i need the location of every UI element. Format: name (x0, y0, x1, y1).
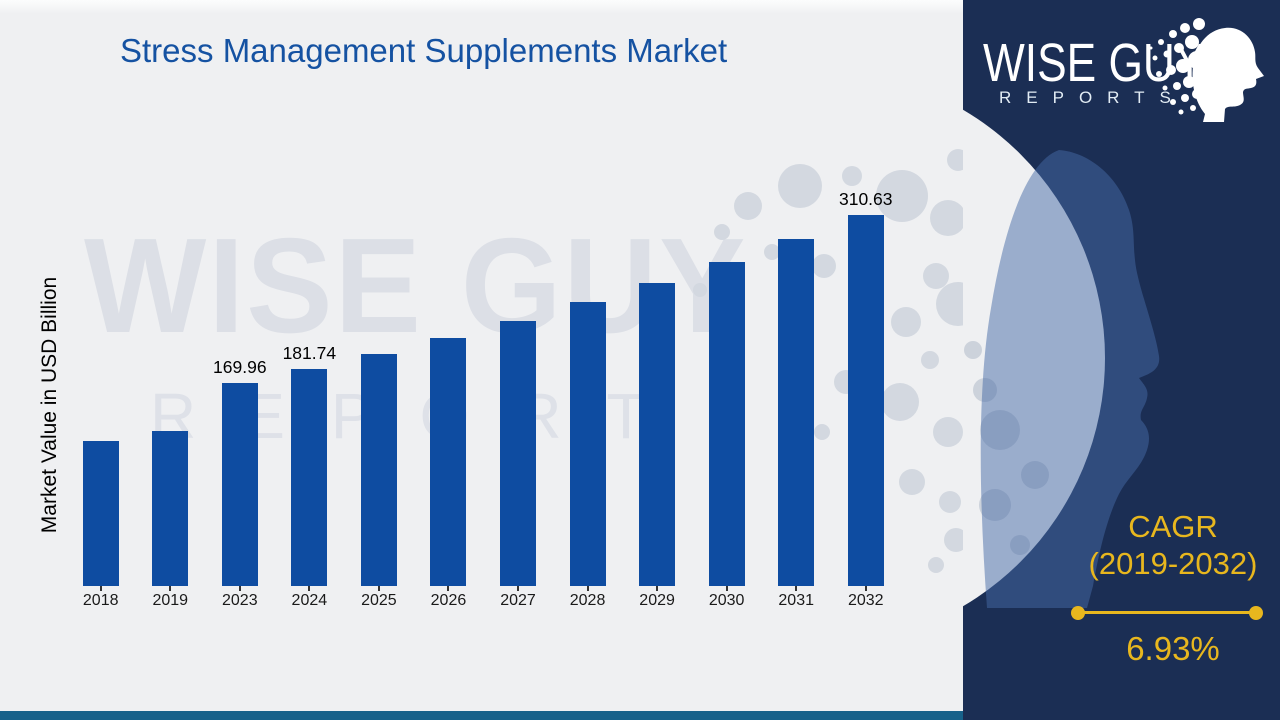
cagr-value: 6.93% (1126, 630, 1220, 667)
x-tick-label: 2018 (82, 592, 119, 609)
bubble-dot (778, 164, 822, 208)
bubble-dot (693, 283, 707, 297)
brand-panel: WISE GUY REPORTS CAGR (2019-2032) 6.93% (963, 0, 1280, 720)
y-axis-label: Market Value in USD Billion (38, 276, 61, 534)
bubble-dot (947, 149, 963, 171)
bar-2024 (291, 369, 328, 586)
x-axis-tick (99, 586, 102, 591)
logo-reports-label: REPORTS (999, 88, 1186, 107)
bubble-dot (939, 491, 961, 513)
cagr-line-right-dot (1249, 606, 1263, 620)
chart-title: Stress Management Supplements Market (120, 32, 728, 69)
x-tick-label: 2023 (222, 592, 258, 609)
bar-2030 (708, 262, 745, 586)
bubble-dot (881, 383, 919, 421)
bar-value-label: 169.96 (213, 357, 267, 377)
teal-accent-strip (0, 711, 963, 720)
x-axis-tick (447, 586, 450, 591)
x-tick-label: 2019 (152, 592, 189, 609)
bubble-dot (923, 263, 949, 289)
bubble-dot (842, 166, 862, 186)
x-axis-tick (586, 586, 589, 591)
bar-2018 (82, 441, 119, 586)
watermark-wordmark: WISE GUY (84, 210, 748, 361)
x-tick-label: 2029 (639, 592, 675, 609)
bar-2023 (221, 383, 258, 586)
x-tick-label: 2024 (291, 592, 328, 609)
bubble-dot (812, 254, 836, 278)
bubble-dot (944, 528, 963, 552)
bar-2027 (500, 321, 536, 586)
bar-value-label: 181.74 (282, 343, 337, 363)
x-axis-tick (517, 586, 519, 591)
bubble-dot (876, 170, 928, 222)
x-axis-tick (656, 586, 659, 591)
bar-2028 (569, 302, 606, 586)
bar-value-label: 310.63 (838, 189, 893, 209)
bar-2026 (430, 338, 467, 586)
bubble-dot (764, 244, 780, 260)
x-tick-label: 2031 (778, 592, 814, 609)
x-axis-tick (169, 586, 172, 591)
cagr-block: CAGR (2019-2032) (1063, 508, 1280, 582)
x-axis-tick (864, 586, 867, 591)
x-tick-label: 2030 (708, 592, 745, 609)
cagr-label: CAGR (1128, 509, 1218, 544)
x-tick-label: 2025 (361, 592, 397, 609)
bubble-dot (930, 200, 963, 236)
logo-wordmark: WISE GUY (983, 33, 1205, 93)
x-axis-tick (238, 586, 241, 591)
bubble-dot (933, 417, 963, 447)
bubble-dot (921, 351, 939, 369)
x-tick-label: 2028 (569, 592, 606, 609)
bubble-dot (891, 307, 921, 337)
x-tick-label: 2032 (847, 592, 884, 609)
bar-2019 (152, 431, 189, 586)
bubble-dot (734, 192, 762, 220)
logo-face-profile-icon (1149, 18, 1264, 122)
bubble-dot (814, 424, 830, 440)
bubble-dot (899, 469, 925, 495)
bar-2032 (847, 215, 884, 586)
bubble-dot (714, 224, 730, 240)
cagr-divider-line (1078, 611, 1256, 614)
x-axis-tick (725, 586, 728, 591)
x-axis-tick (377, 586, 380, 591)
x-tick-label: 2026 (430, 592, 467, 609)
x-tick-label: 2027 (500, 592, 536, 609)
face-silhouette-watermark (980, 150, 1160, 608)
x-axis-tick (308, 586, 311, 591)
bubble-dot (964, 341, 982, 359)
bubble-dot (928, 557, 944, 573)
cagr-range: (2019-2032) (1088, 546, 1258, 582)
bar-2031 (778, 239, 815, 586)
x-axis-tick (795, 586, 798, 591)
bar-2025 (360, 354, 397, 586)
bar-2029 (639, 283, 676, 586)
